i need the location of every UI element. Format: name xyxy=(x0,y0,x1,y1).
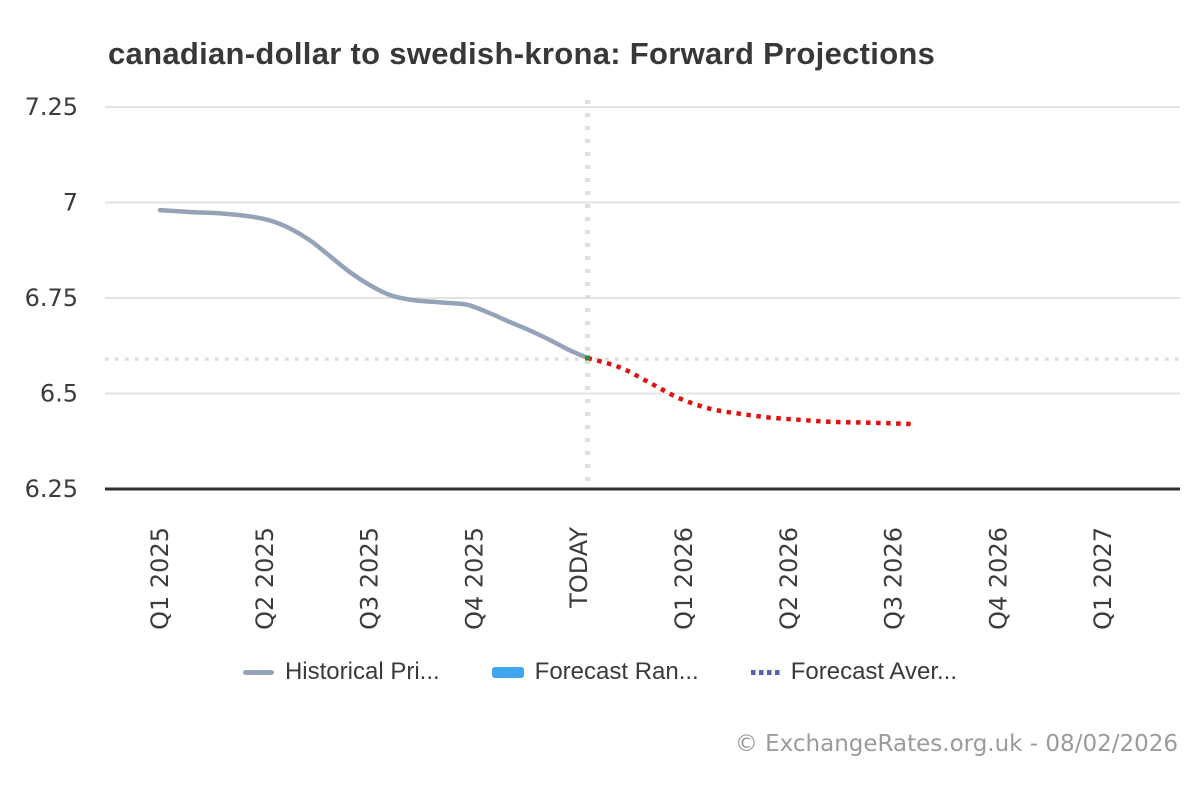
x-axis-label: Q2 2026 xyxy=(775,527,803,630)
legend-item-historical-pri---[interactable]: Historical Pri... xyxy=(242,658,440,686)
x-axis-label: Q3 2026 xyxy=(880,527,908,630)
chart-title: canadian-dollar to swedish-krona: Forwar… xyxy=(108,36,936,71)
legend-label: Forecast Ran... xyxy=(534,658,699,685)
forecast-range-swatch-icon xyxy=(491,666,524,678)
x-axis-label: Q1 2026 xyxy=(670,527,698,630)
historical-line-swatch-icon xyxy=(242,669,274,675)
x-axis-label: Q2 2025 xyxy=(251,527,279,630)
forecast-average-swatch-icon xyxy=(750,669,780,675)
copyright-watermark: © ExchangeRates.org.uk - 08/02/2026 xyxy=(734,731,1178,757)
y-axis-label: 6.25 xyxy=(25,475,78,503)
legend-label: Forecast Aver... xyxy=(790,658,958,685)
y-axis-label: 7 xyxy=(63,189,78,217)
y-axis-label: 6.5 xyxy=(40,380,78,408)
x-axis-label: Q1 2027 xyxy=(1089,527,1117,630)
legend-label: Historical Pri... xyxy=(284,658,440,685)
x-axis-label: Q4 2026 xyxy=(984,527,1012,630)
y-axis-label: 6.75 xyxy=(25,284,78,312)
x-axis-label: Q4 2025 xyxy=(460,527,488,630)
y-axis-label: 7.25 xyxy=(25,93,78,121)
legend-item-forecast-ran---[interactable]: Forecast Ran... xyxy=(491,658,699,686)
historical-price-line xyxy=(157,207,590,361)
legend-item-forecast-aver---[interactable]: Forecast Aver... xyxy=(750,658,958,686)
x-axis-label: Q3 2025 xyxy=(356,527,384,630)
forecast-average-line xyxy=(586,355,912,427)
legend: Historical Pri... Forecast Ran... Forecast… xyxy=(0,658,1200,686)
x-axis-label: TODAY xyxy=(565,527,593,609)
x-axis-label: Q1 2025 xyxy=(146,527,174,630)
junction-marker xyxy=(585,355,591,361)
